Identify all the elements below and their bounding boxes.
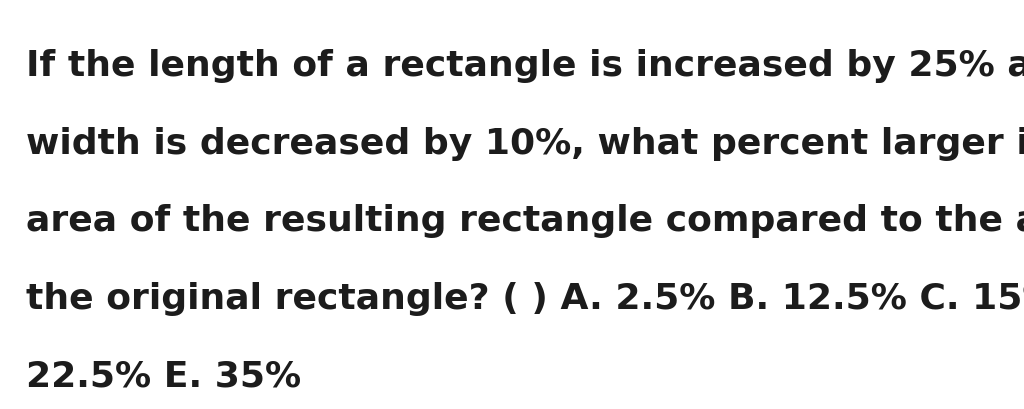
Text: If the length of a rectangle is increased by 25% and the: If the length of a rectangle is increase…	[26, 49, 1024, 83]
Text: width is decreased by 10%, what percent larger is the: width is decreased by 10%, what percent …	[26, 127, 1024, 161]
Text: 22.5% E. 35%: 22.5% E. 35%	[26, 360, 301, 394]
Text: the original rectangle? ( ) A. 2.5% B. 12.5% C. 15% D.: the original rectangle? ( ) A. 2.5% B. 1…	[26, 282, 1024, 316]
Text: area of the resulting rectangle compared to the area of: area of the resulting rectangle compared…	[26, 204, 1024, 238]
